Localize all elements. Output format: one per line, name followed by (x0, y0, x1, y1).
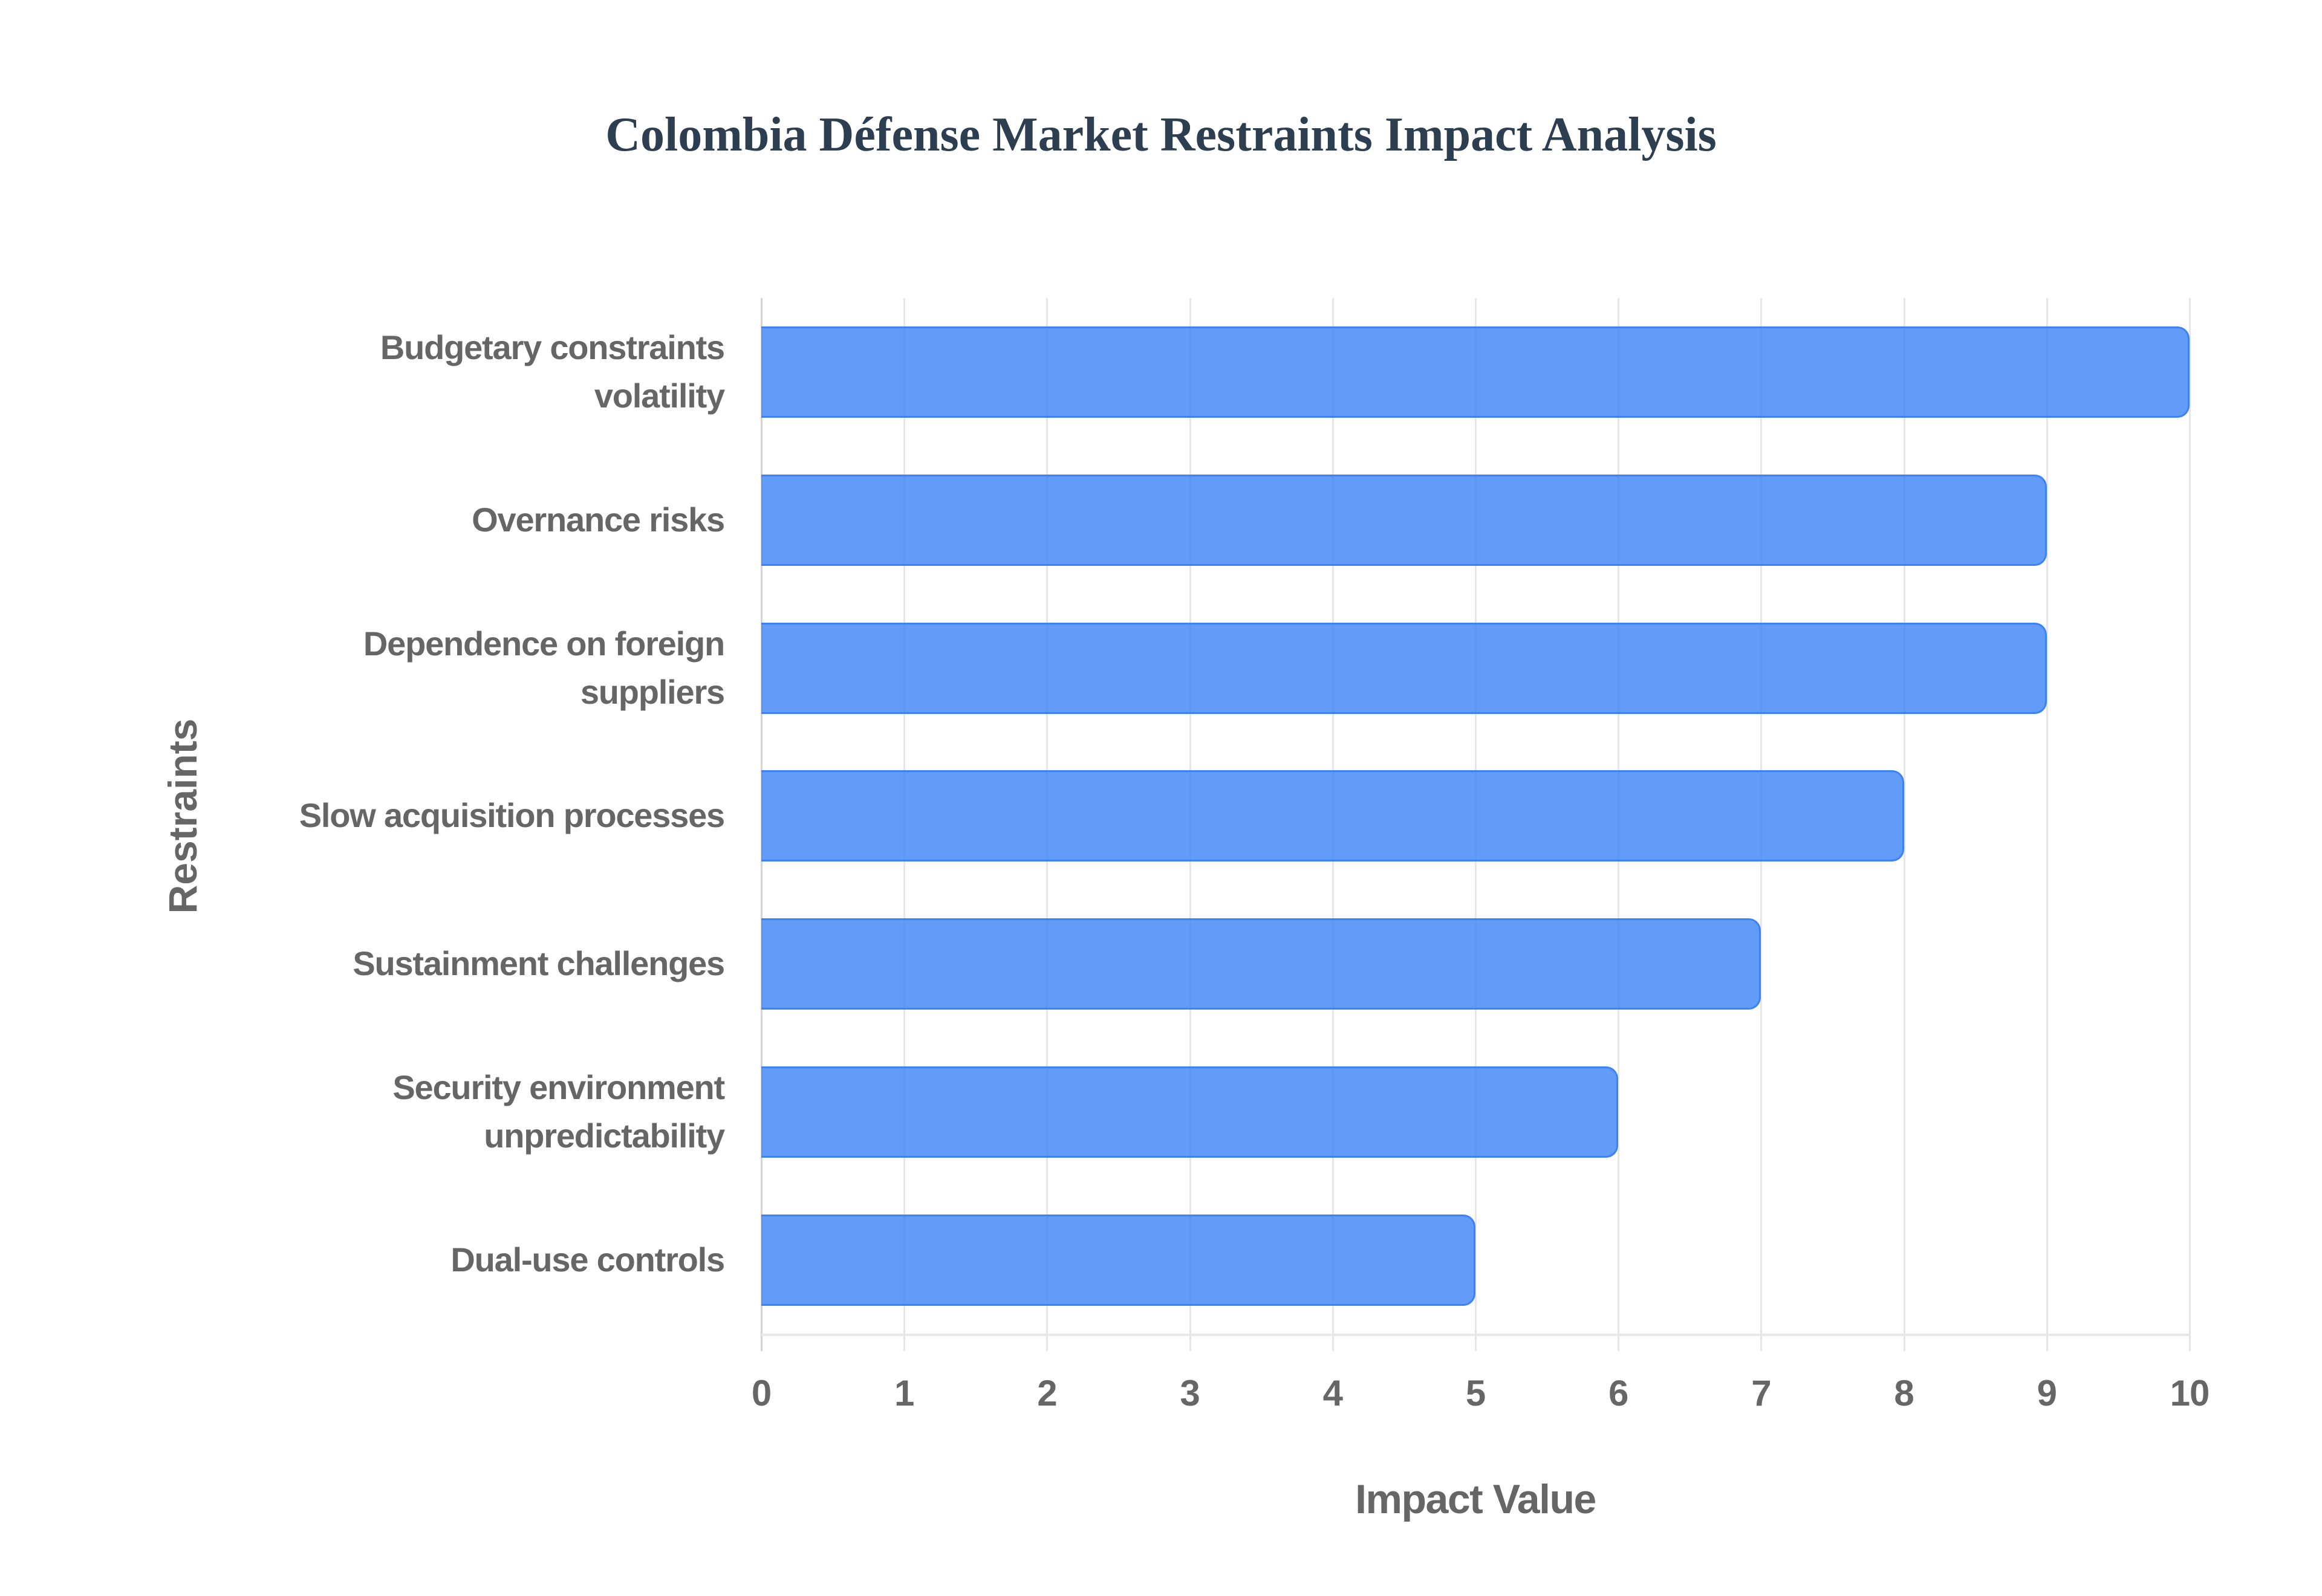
x-tick-label: 3 (1180, 1373, 1200, 1413)
x-axis-line (761, 1334, 2191, 1336)
bar-sustainment-challenges[interactable] (761, 918, 1761, 1010)
bar-budgetary-constraints-volatility[interactable] (761, 326, 2190, 418)
bar-dependence-on-foreign-suppliers[interactable] (761, 622, 2047, 714)
x-tick-label: 5 (1465, 1373, 1486, 1413)
x-tick-label: 2 (1037, 1373, 1057, 1413)
y-tick-label: Dual-use controls (450, 1240, 725, 1279)
chart-title: Colombia Défense Market Restraints Impac… (605, 108, 1717, 161)
x-tick-label: 0 (751, 1373, 772, 1413)
y-tick-label: Security environment unpredictability (392, 1068, 725, 1155)
bar-slow-acquisition-processes[interactable] (761, 770, 1904, 862)
gridline (1903, 298, 1905, 1351)
y-tick-label: Budgetary constraints volatility (380, 328, 725, 415)
gridline (2189, 298, 2191, 1351)
bar-dual-use-controls[interactable] (761, 1214, 1475, 1306)
y-tick-label: Slow acquisition processes (299, 796, 725, 835)
bar-security-environment-unpredictability[interactable] (761, 1066, 1619, 1158)
gridline (2046, 298, 2048, 1351)
y-tick-label: Overnance risks (472, 500, 725, 539)
x-tick-label: 9 (2037, 1373, 2057, 1413)
x-tick-label: 8 (1894, 1373, 1914, 1413)
plot-area (761, 298, 2191, 1351)
x-tick-label: 6 (1608, 1373, 1628, 1413)
y-tick-label: Dependence on foreign suppliers (363, 624, 725, 711)
bar-overnance-risks[interactable] (761, 474, 2047, 566)
x-tick-label: 7 (1751, 1373, 1771, 1413)
y-tick-label: Sustainment challenges (353, 944, 725, 983)
x-tick-label: 10 (2170, 1373, 2210, 1413)
x-tick-label: 4 (1322, 1373, 1343, 1413)
x-tick-label: 1 (894, 1373, 914, 1413)
x-axis-title: Impact Value (1355, 1476, 1596, 1522)
